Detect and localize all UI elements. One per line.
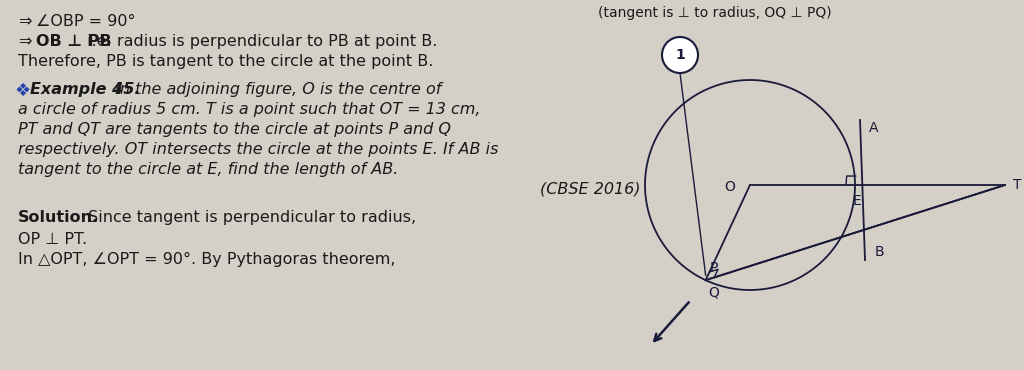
- Text: ❖: ❖: [14, 82, 30, 100]
- Text: ∠OBP = 90°: ∠OBP = 90°: [36, 14, 135, 29]
- Circle shape: [662, 37, 698, 73]
- Text: Therefore, PB is tangent to the circle at the point B.: Therefore, PB is tangent to the circle a…: [18, 54, 433, 69]
- Text: OP ⊥ PT.: OP ⊥ PT.: [18, 232, 87, 247]
- Text: Solution.: Solution.: [18, 210, 99, 225]
- Text: OB ⊥ PB: OB ⊥ PB: [36, 34, 112, 49]
- Text: B: B: [874, 245, 884, 259]
- Text: E: E: [853, 194, 861, 208]
- Text: PT and QT are tangents to the circle at points P and Q: PT and QT are tangents to the circle at …: [18, 122, 451, 137]
- Text: 1: 1: [675, 48, 685, 62]
- Text: Example 45.: Example 45.: [30, 82, 140, 97]
- Text: In the adjoining figure, O is the centre of: In the adjoining figure, O is the centre…: [110, 82, 441, 97]
- Text: Q: Q: [709, 285, 719, 299]
- Text: T: T: [1013, 178, 1021, 192]
- Text: i.e. radius is perpendicular to PB at point B.: i.e. radius is perpendicular to PB at po…: [82, 34, 437, 49]
- Text: Since tangent is perpendicular to radius,: Since tangent is perpendicular to radius…: [83, 210, 416, 225]
- Text: tangent to the circle at E, find the length of AB.: tangent to the circle at E, find the len…: [18, 162, 398, 177]
- Text: (CBSE 2016): (CBSE 2016): [540, 182, 640, 197]
- Text: In △OPT, ∠OPT = 90°. By Pythagoras theorem,: In △OPT, ∠OPT = 90°. By Pythagoras theor…: [18, 252, 395, 267]
- Text: O: O: [725, 180, 735, 194]
- Text: ⇒: ⇒: [18, 14, 32, 29]
- Text: a circle of radius 5 cm. T is a point such that OT = 13 cm,: a circle of radius 5 cm. T is a point su…: [18, 102, 480, 117]
- Text: respectively. OT intersects the circle at the points E. If AB is: respectively. OT intersects the circle a…: [18, 142, 499, 157]
- Text: (tangent is ⊥ to radius, OQ ⊥ PQ): (tangent is ⊥ to radius, OQ ⊥ PQ): [598, 6, 831, 20]
- Text: P: P: [710, 261, 718, 275]
- Text: ⇒: ⇒: [18, 34, 32, 49]
- Text: A: A: [869, 121, 879, 135]
